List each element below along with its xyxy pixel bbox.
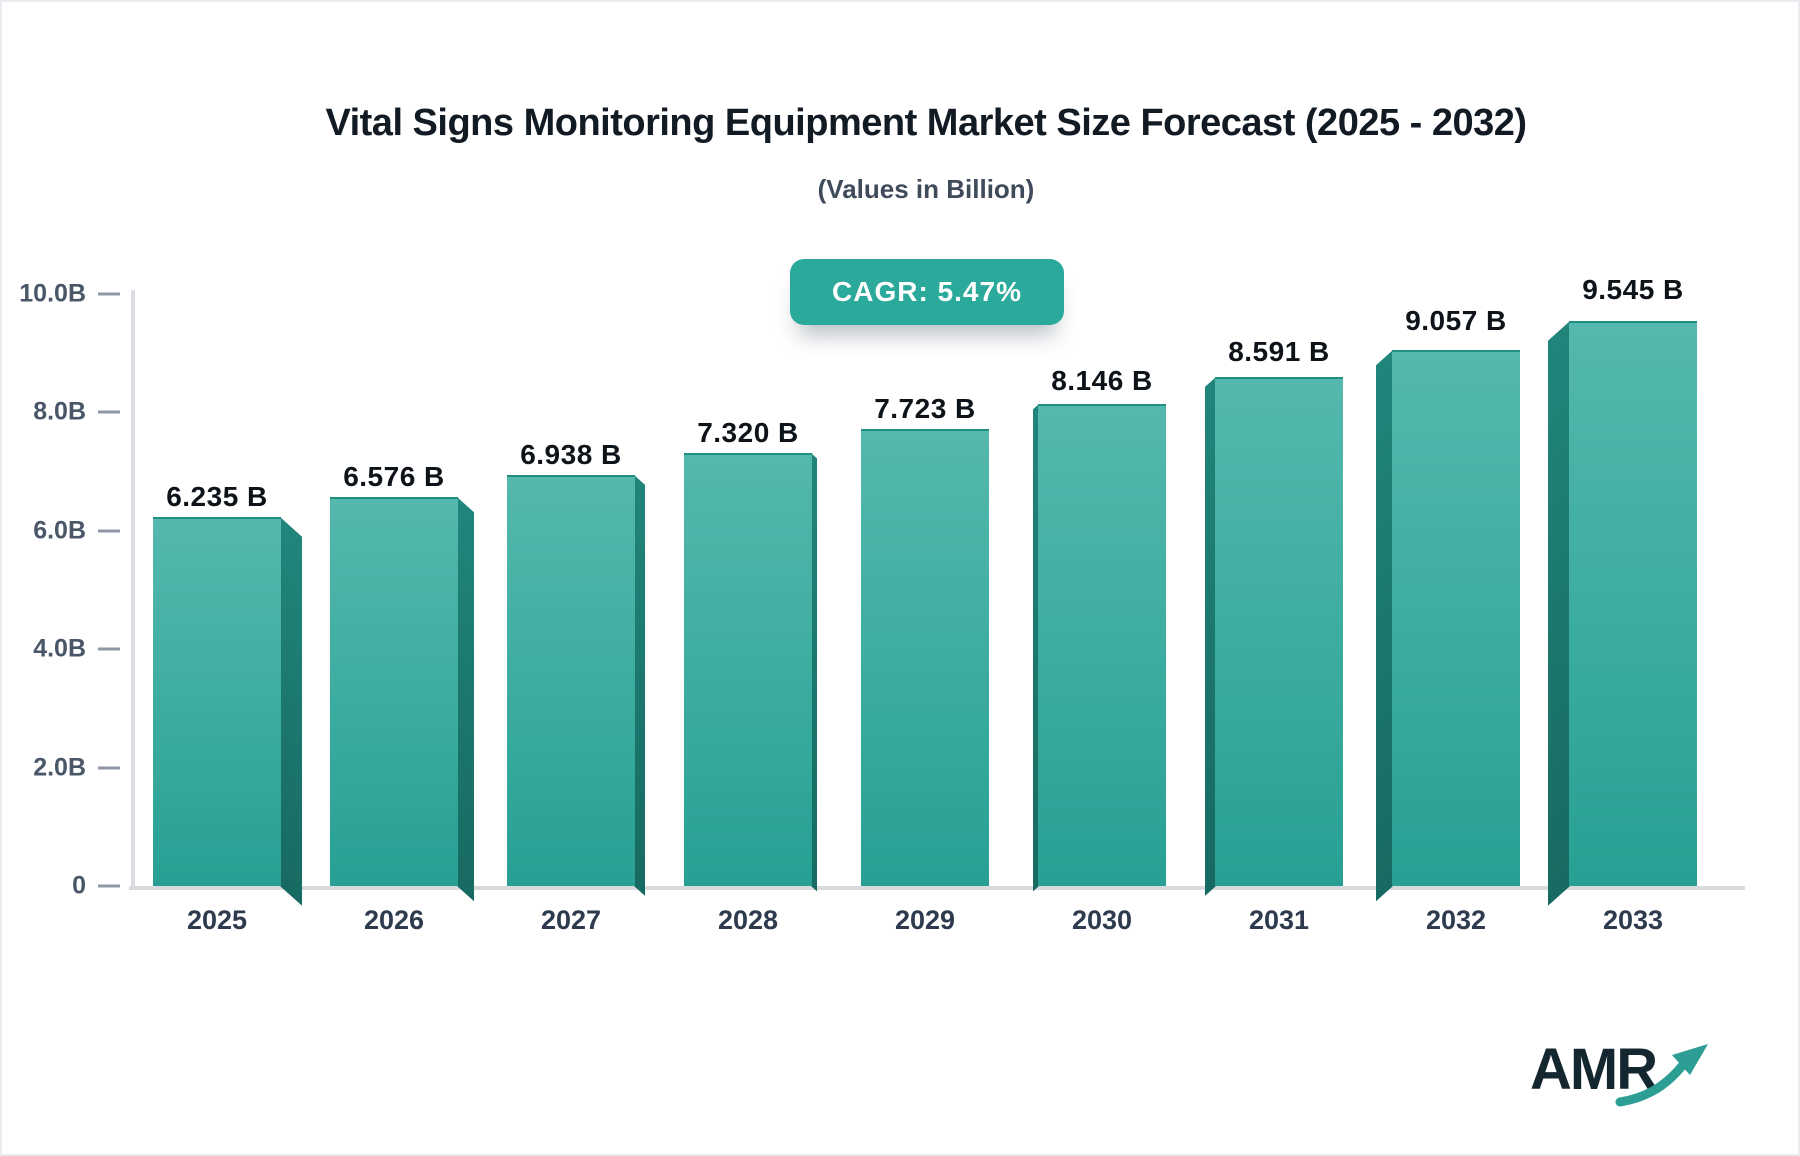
cagr-badge-label: CAGR: 5.47% [832, 276, 1022, 307]
chart-title: Vital Signs Monitoring Equipment Market … [325, 102, 1527, 144]
chart-subtitle: (Values in Billion) [817, 174, 1035, 204]
y-axis-label: 0 [72, 871, 86, 900]
bar [1038, 403, 1166, 886]
x-axis-label: 2029 [894, 905, 956, 935]
x-axis-line [129, 886, 1745, 890]
bar [861, 428, 989, 886]
cagr-badge: CAGR: 5.47% [790, 259, 1064, 325]
bar-3d-side [280, 516, 302, 906]
y-axis-tick [98, 410, 120, 414]
bar [153, 516, 281, 886]
x-axis-label: 2032 [1425, 905, 1487, 935]
x-axis-label: 2033 [1602, 905, 1664, 935]
y-axis-tick [98, 884, 120, 888]
x-axis-label: 2027 [540, 905, 602, 935]
bar-value-label: 7.723 B [874, 392, 976, 424]
y-axis-tick [98, 766, 120, 770]
bar-3d-side [457, 496, 474, 902]
bar-value-label: 8.146 B [1051, 364, 1153, 396]
bar-value-label: 6.938 B [520, 439, 622, 471]
y-axis-label: 8.0B [33, 397, 86, 426]
x-axis-label: 2026 [363, 905, 425, 935]
y-axis-label: 2.0B [33, 753, 86, 782]
y-axis-tick [98, 647, 120, 651]
bar [507, 475, 635, 886]
y-axis-line [131, 290, 135, 890]
x-axis-label: 2028 [717, 905, 779, 935]
y-axis-tick [98, 292, 120, 296]
bar-value-label: 6.235 B [166, 480, 268, 512]
y-axis-label: 10.0B [19, 279, 86, 308]
y-axis-label: 6.0B [33, 516, 86, 545]
y-axis-tick [98, 529, 120, 533]
bar-value-label: 6.576 B [343, 460, 445, 492]
bar [1569, 320, 1697, 886]
x-axis-label: 2030 [1071, 905, 1133, 935]
bar [330, 496, 458, 886]
bar [1215, 377, 1343, 886]
growth-arrow-icon [1615, 1044, 1708, 1107]
x-axis-label: 2031 [1248, 905, 1310, 935]
bar [1392, 349, 1520, 886]
amr-logo: AMR [1530, 1038, 1720, 1118]
bar-value-label: 9.545 B [1582, 274, 1684, 306]
bar-3d-side [1548, 320, 1570, 906]
amr-logo-text: AMR [1530, 1037, 1658, 1102]
bar-value-label: 7.320 B [697, 416, 799, 448]
x-axis-label: 2025 [186, 905, 248, 935]
bar [684, 452, 812, 886]
bar-value-label: 9.057 B [1405, 305, 1507, 337]
bar-3d-side [1376, 349, 1393, 902]
bar-3d-side [634, 475, 645, 896]
bar-value-label: 8.591 B [1228, 335, 1330, 367]
y-axis-label: 4.0B [33, 634, 86, 663]
